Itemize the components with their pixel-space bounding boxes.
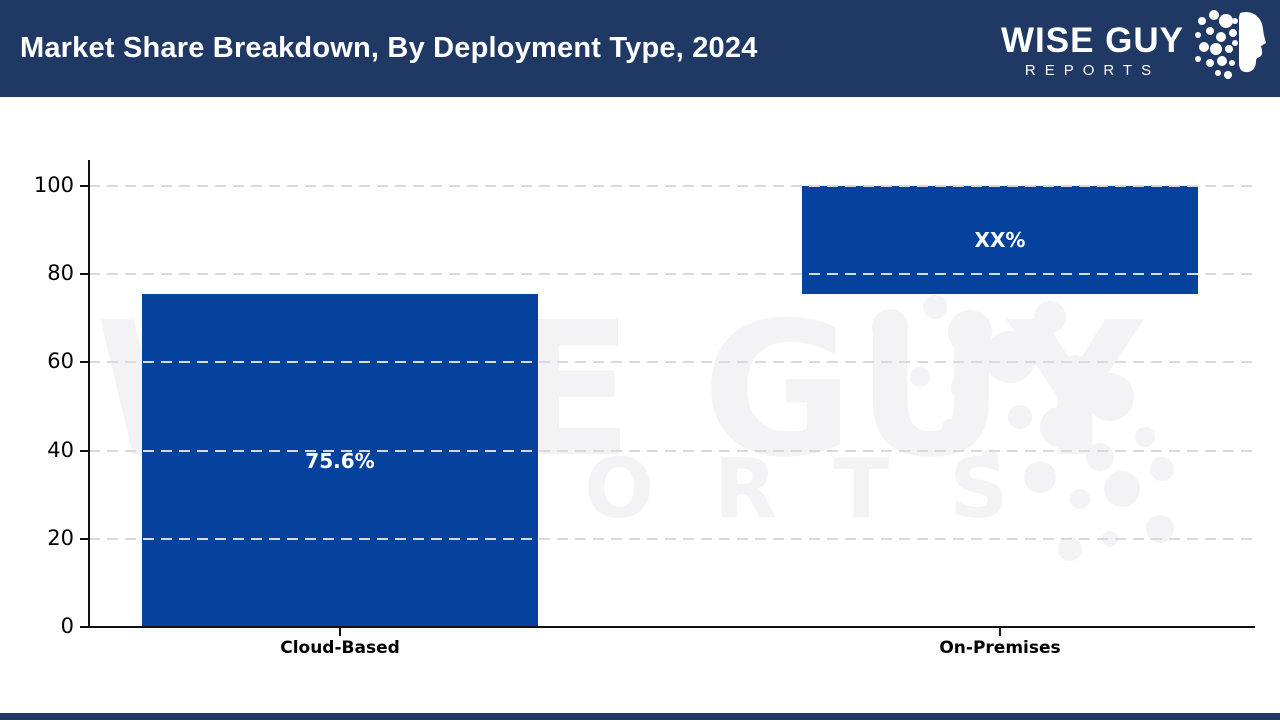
gridline-20 xyxy=(89,538,1253,540)
x-category-label-cloud-based: Cloud-Based xyxy=(280,638,400,658)
y-tick-label-80: 80 xyxy=(47,261,74,285)
bar-value-label-cloud-based: 75.6% xyxy=(305,448,375,473)
y-tick-label-60: 60 xyxy=(47,349,74,373)
y-tick-60 xyxy=(80,361,88,363)
y-tick-0 xyxy=(80,626,88,628)
y-tick-20 xyxy=(80,538,88,540)
gridline-100 xyxy=(89,185,1253,187)
brand-subtitle: REPORTS xyxy=(1024,62,1161,79)
x-tick-cloud-based xyxy=(339,628,341,636)
brand-logo: WISE GUY REPORTS xyxy=(1001,6,1266,94)
header-bar: Market Share Breakdown, By Deployment Ty… xyxy=(0,0,1280,97)
brand-name: WISE GUY xyxy=(1000,21,1184,60)
watermark-head-icon xyxy=(872,295,1174,561)
y-axis-spine xyxy=(88,160,90,628)
chart-plot-area: WISE GUY REPORTS 75.6% XX% 0 20 40 60 80 100 Cl… xyxy=(0,97,1280,713)
gridline-60 xyxy=(89,361,1253,363)
gridline-40 xyxy=(89,450,1253,452)
x-tick-on-premises xyxy=(999,628,1001,636)
y-tick-40 xyxy=(80,450,88,452)
y-tick-label-100: 100 xyxy=(33,173,74,197)
bar-value-label-on-premises: XX% xyxy=(974,228,1026,252)
y-tick-label-40: 40 xyxy=(47,438,74,462)
page-title: Market Share Breakdown, By Deployment Ty… xyxy=(20,32,758,64)
y-tick-80 xyxy=(80,273,88,275)
bar-on-premises: XX% xyxy=(802,186,1198,294)
footer-bar xyxy=(0,713,1280,720)
x-axis-spine xyxy=(88,626,1255,628)
x-category-label-on-premises: On-Premises xyxy=(939,638,1061,658)
y-tick-100 xyxy=(80,185,88,187)
bar-cloud-based: 75.6% xyxy=(142,294,538,627)
y-tick-label-20: 20 xyxy=(47,526,74,550)
brand-logo-text: WISE GUY REPORTS xyxy=(1001,21,1184,79)
y-tick-label-0: 0 xyxy=(60,614,74,638)
gridline-80 xyxy=(89,273,1253,275)
logo-head-icon xyxy=(1195,10,1266,79)
